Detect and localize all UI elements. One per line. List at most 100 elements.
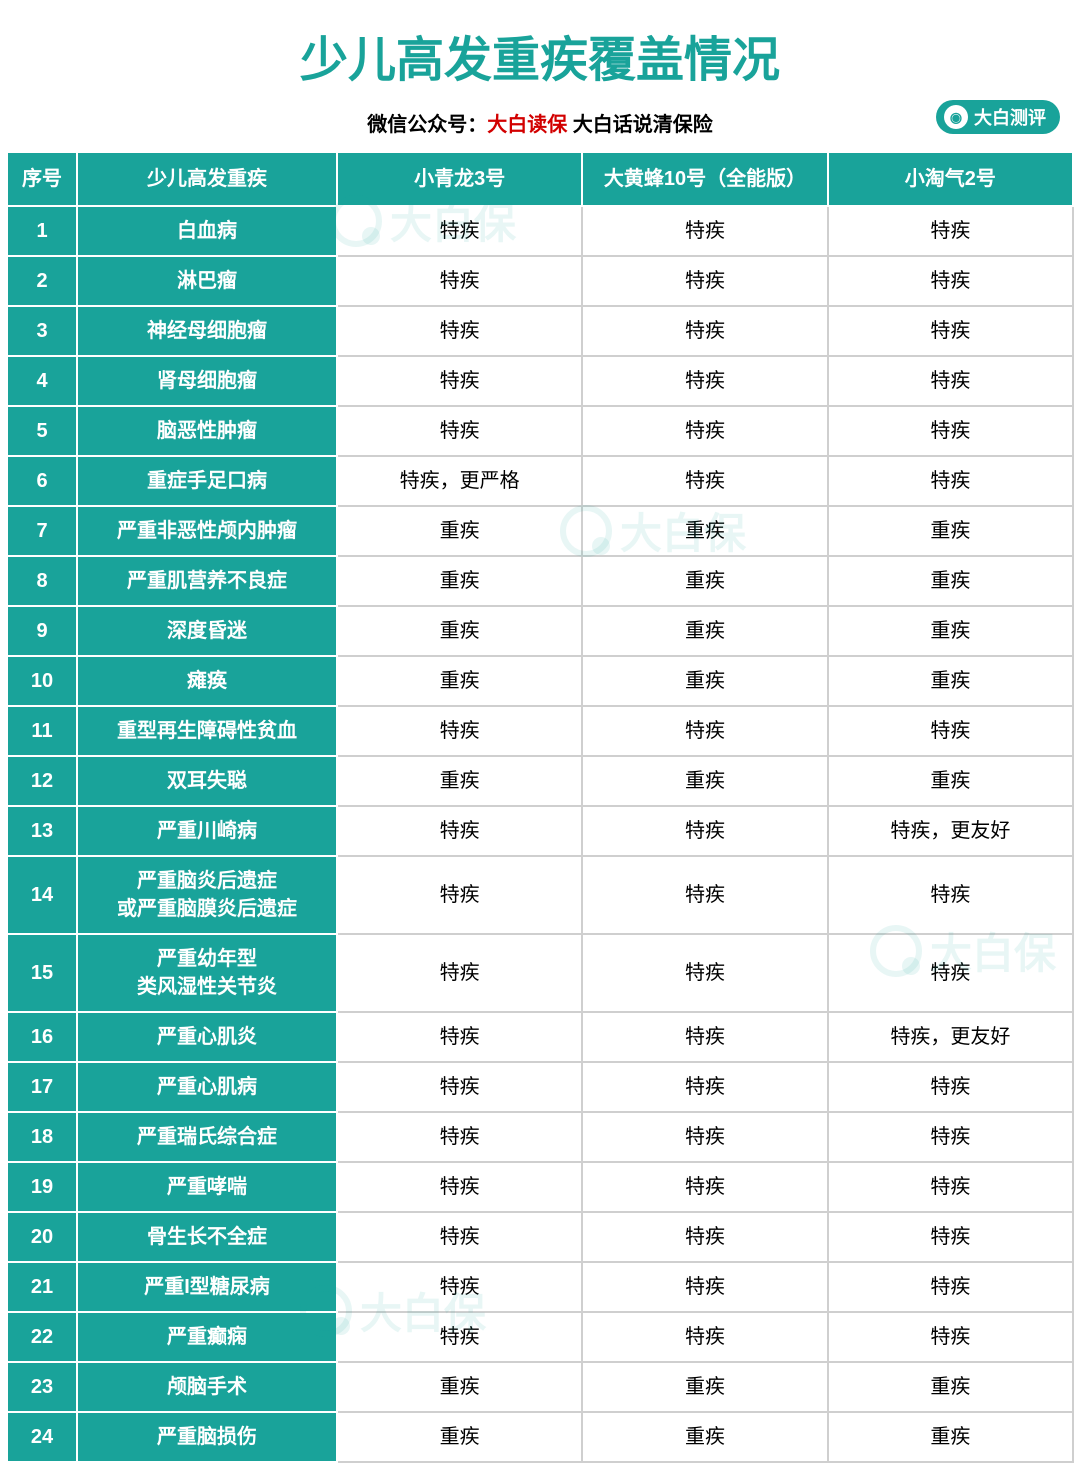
plan-c-value: 特疾 [828, 1062, 1073, 1112]
plan-c-value: 特疾 [828, 1112, 1073, 1162]
plan-a-value: 特疾 [337, 206, 582, 256]
plan-c-value: 重疾 [828, 656, 1073, 706]
plan-b-value: 特疾 [582, 1062, 827, 1112]
col-header-plan-c: 小淘气2号 [828, 152, 1073, 206]
plan-a-value: 特疾 [337, 934, 582, 1012]
table-row: 21严重I型糖尿病特疾特疾特疾 [7, 1262, 1073, 1312]
col-header-plan-b: 大黄蜂10号（全能版） [582, 152, 827, 206]
table-row: 7严重非恶性颅内肿瘤重疾重疾重疾 [7, 506, 1073, 556]
plan-c-value: 特疾 [828, 1262, 1073, 1312]
row-index: 16 [7, 1012, 77, 1062]
subtitle-suffix: 大白话说清保险 [567, 114, 713, 136]
row-index: 6 [7, 456, 77, 506]
plan-b-value: 特疾 [582, 356, 827, 406]
plan-c-value: 特疾 [828, 856, 1073, 934]
row-index: 1 [7, 206, 77, 256]
plan-b-value: 特疾 [582, 406, 827, 456]
disease-name: 严重癫痫 [77, 1312, 337, 1362]
row-index: 5 [7, 406, 77, 456]
disease-name: 重症手足口病 [77, 456, 337, 506]
col-header-index: 序号 [7, 152, 77, 206]
disease-name: 双耳失聪 [77, 756, 337, 806]
plan-a-value: 重疾 [337, 606, 582, 656]
row-index: 14 [7, 856, 77, 934]
plan-c-value: 特疾 [828, 356, 1073, 406]
disease-name: 脑恶性肿瘤 [77, 406, 337, 456]
subtitle-row: 微信公众号：大白读保 大白话说清保险 ◉ 大白测评 [0, 100, 1080, 151]
plan-a-value: 重疾 [337, 756, 582, 806]
plan-a-value: 特疾 [337, 1262, 582, 1312]
disease-name: 淋巴瘤 [77, 256, 337, 306]
plan-a-value: 特疾 [337, 356, 582, 406]
plan-b-value: 特疾 [582, 306, 827, 356]
plan-c-value: 重疾 [828, 556, 1073, 606]
plan-c-value: 重疾 [828, 1412, 1073, 1462]
row-index: 17 [7, 1062, 77, 1112]
row-index: 24 [7, 1412, 77, 1462]
table-row: 15严重幼年型类风湿性关节炎特疾特疾特疾 [7, 934, 1073, 1012]
plan-b-value: 重疾 [582, 556, 827, 606]
plan-b-value: 特疾 [582, 934, 827, 1012]
row-index: 23 [7, 1362, 77, 1412]
row-index: 8 [7, 556, 77, 606]
plan-a-value: 特疾 [337, 256, 582, 306]
plan-c-value: 重疾 [828, 506, 1073, 556]
col-header-plan-a: 小青龙3号 [337, 152, 582, 206]
disease-name: 骨生长不全症 [77, 1212, 337, 1262]
row-index: 9 [7, 606, 77, 656]
coverage-table: 序号 少儿高发重疾 小青龙3号 大黄蜂10号（全能版） 小淘气2号 1白血病特疾… [6, 151, 1074, 1463]
plan-b-value: 特疾 [582, 706, 827, 756]
subtitle-highlight: 大白读保 [487, 114, 567, 136]
plan-a-value: 特疾 [337, 1062, 582, 1112]
table-row: 12双耳失聪重疾重疾重疾 [7, 756, 1073, 806]
plan-a-value: 特疾 [337, 1212, 582, 1262]
table-row: 16严重心肌炎特疾特疾特疾，更友好 [7, 1012, 1073, 1062]
table-row: 24严重脑损伤重疾重疾重疾 [7, 1412, 1073, 1462]
brand-badge-icon: ◉ [944, 105, 968, 129]
plan-c-value: 特疾 [828, 456, 1073, 506]
page-container: 少儿高发重疾覆盖情况 微信公众号：大白读保 大白话说清保险 ◉ 大白测评 序号 … [0, 0, 1080, 1463]
col-header-disease: 少儿高发重疾 [77, 152, 337, 206]
disease-name: 严重川崎病 [77, 806, 337, 856]
disease-name: 深度昏迷 [77, 606, 337, 656]
table-row: 10瘫痪重疾重疾重疾 [7, 656, 1073, 706]
plan-a-value: 特疾 [337, 406, 582, 456]
plan-c-value: 特疾 [828, 1162, 1073, 1212]
plan-c-value: 特疾，更友好 [828, 1012, 1073, 1062]
plan-c-value: 特疾 [828, 206, 1073, 256]
plan-a-value: 特疾 [337, 306, 582, 356]
disease-name: 白血病 [77, 206, 337, 256]
table-row: 1白血病特疾特疾特疾 [7, 206, 1073, 256]
plan-a-value: 重疾 [337, 506, 582, 556]
plan-b-value: 特疾 [582, 1112, 827, 1162]
plan-c-value: 特疾 [828, 1212, 1073, 1262]
plan-b-value: 特疾 [582, 806, 827, 856]
row-index: 18 [7, 1112, 77, 1162]
plan-b-value: 特疾 [582, 1012, 827, 1062]
disease-name: 肾母细胞瘤 [77, 356, 337, 406]
plan-b-value: 特疾 [582, 206, 827, 256]
table-body: 1白血病特疾特疾特疾2淋巴瘤特疾特疾特疾3神经母细胞瘤特疾特疾特疾4肾母细胞瘤特… [7, 206, 1073, 1462]
row-index: 12 [7, 756, 77, 806]
table-row: 19严重哮喘特疾特疾特疾 [7, 1162, 1073, 1212]
disease-name: 颅脑手术 [77, 1362, 337, 1412]
subtitle-prefix: 微信公众号： [367, 114, 487, 136]
plan-a-value: 重疾 [337, 1412, 582, 1462]
table-row: 2淋巴瘤特疾特疾特疾 [7, 256, 1073, 306]
disease-name: 严重非恶性颅内肿瘤 [77, 506, 337, 556]
disease-name: 严重脑炎后遗症或严重脑膜炎后遗症 [77, 856, 337, 934]
plan-b-value: 特疾 [582, 1162, 827, 1212]
disease-name: 严重哮喘 [77, 1162, 337, 1212]
row-index: 10 [7, 656, 77, 706]
plan-b-value: 重疾 [582, 1412, 827, 1462]
row-index: 3 [7, 306, 77, 356]
plan-b-value: 重疾 [582, 506, 827, 556]
plan-b-value: 特疾 [582, 1262, 827, 1312]
table-row: 6重症手足口病特疾，更严格特疾特疾 [7, 456, 1073, 506]
plan-a-value: 特疾 [337, 1012, 582, 1062]
table-row: 14严重脑炎后遗症或严重脑膜炎后遗症特疾特疾特疾 [7, 856, 1073, 934]
plan-c-value: 特疾 [828, 306, 1073, 356]
brand-badge: ◉ 大白测评 [936, 100, 1060, 134]
disease-name: 严重肌营养不良症 [77, 556, 337, 606]
row-index: 4 [7, 356, 77, 406]
